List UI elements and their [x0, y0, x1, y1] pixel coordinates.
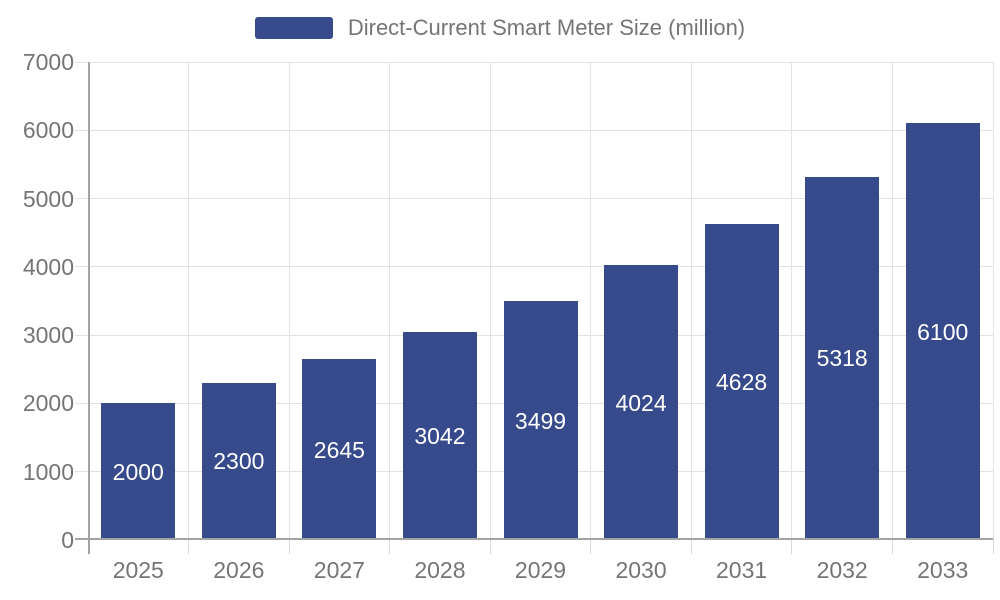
x-axis-tick [791, 540, 793, 554]
y-tick-label: 0 [61, 527, 74, 553]
plot-area: 0 1000 2000 3000 4000 5000 6000 7000 2000 2025 230… [23, 49, 994, 583]
h-gridline [75, 129, 993, 131]
y-tick-label: 2000 [22, 390, 74, 417]
x-axis-tick [288, 540, 290, 554]
x-axis-tick [590, 540, 592, 554]
y-tick-label: 3000 [22, 322, 74, 349]
bar-2031[interactable] [704, 223, 779, 540]
bar-value-label: 4024 [615, 389, 667, 416]
y-tick-label: 4000 [22, 253, 74, 280]
x-tick-label: 2031 [716, 557, 768, 583]
bar-value-label: 2000 [112, 458, 164, 485]
v-gridline [389, 62, 391, 540]
v-gridline [992, 62, 994, 540]
bar-value-label: 6100 [917, 318, 969, 345]
x-tick-label: 2033 [917, 557, 969, 583]
y-tick-label: 6000 [22, 117, 74, 144]
bar-2025[interactable] [101, 403, 176, 540]
y-tick-label: 1000 [22, 458, 74, 485]
x-axis-tick [188, 540, 190, 554]
v-gridline [288, 62, 290, 540]
bar-2028[interactable] [402, 332, 477, 540]
x-tick-label: 2029 [514, 557, 567, 583]
bar-value-label: 3499 [514, 407, 567, 434]
bar-2029[interactable] [503, 301, 578, 540]
bar-value-label: 3042 [414, 423, 466, 450]
legend-item[interactable]: Direct-Current Smart Meter Size (million… [0, 14, 1000, 42]
x-tick-label: 2032 [816, 557, 868, 583]
v-gridline [489, 62, 491, 540]
bar-value-label: 4628 [716, 368, 768, 395]
y-axis-line [88, 62, 90, 554]
x-tick-label: 2030 [615, 557, 667, 583]
y-tick-label: 5000 [22, 185, 74, 212]
legend-swatch [254, 17, 333, 39]
x-axis-tick [389, 540, 391, 554]
bar-value-label: 2300 [213, 448, 265, 475]
v-gridline [791, 62, 793, 540]
bar-2026[interactable] [201, 382, 276, 540]
bar-2033[interactable] [905, 123, 980, 540]
x-tick-label: 2025 [112, 557, 164, 583]
bar-2030[interactable] [604, 265, 679, 540]
x-axis-tick [891, 540, 893, 554]
x-axis-tick [992, 540, 994, 554]
y-tick-label: 7000 [22, 49, 74, 75]
bar-value-label: 2645 [313, 436, 365, 463]
legend-label: Direct-Current Smart Meter Size (million… [347, 15, 746, 40]
v-gridline [590, 62, 592, 540]
x-tick-label: 2028 [414, 557, 466, 583]
v-gridline [891, 62, 893, 540]
x-axis-tick [489, 540, 491, 554]
bar-2027[interactable] [302, 359, 377, 540]
x-axis-line [75, 538, 993, 540]
h-gridline [75, 61, 993, 63]
x-axis-tick [690, 540, 692, 554]
bar-2032[interactable] [805, 176, 880, 540]
h-gridline [75, 198, 993, 200]
v-gridline [188, 62, 190, 540]
v-gridline [690, 62, 692, 540]
bar-value-label: 5318 [816, 345, 868, 372]
x-tick-label: 2027 [313, 557, 365, 583]
h-gridline [75, 266, 993, 268]
x-tick-label: 2026 [213, 557, 265, 583]
